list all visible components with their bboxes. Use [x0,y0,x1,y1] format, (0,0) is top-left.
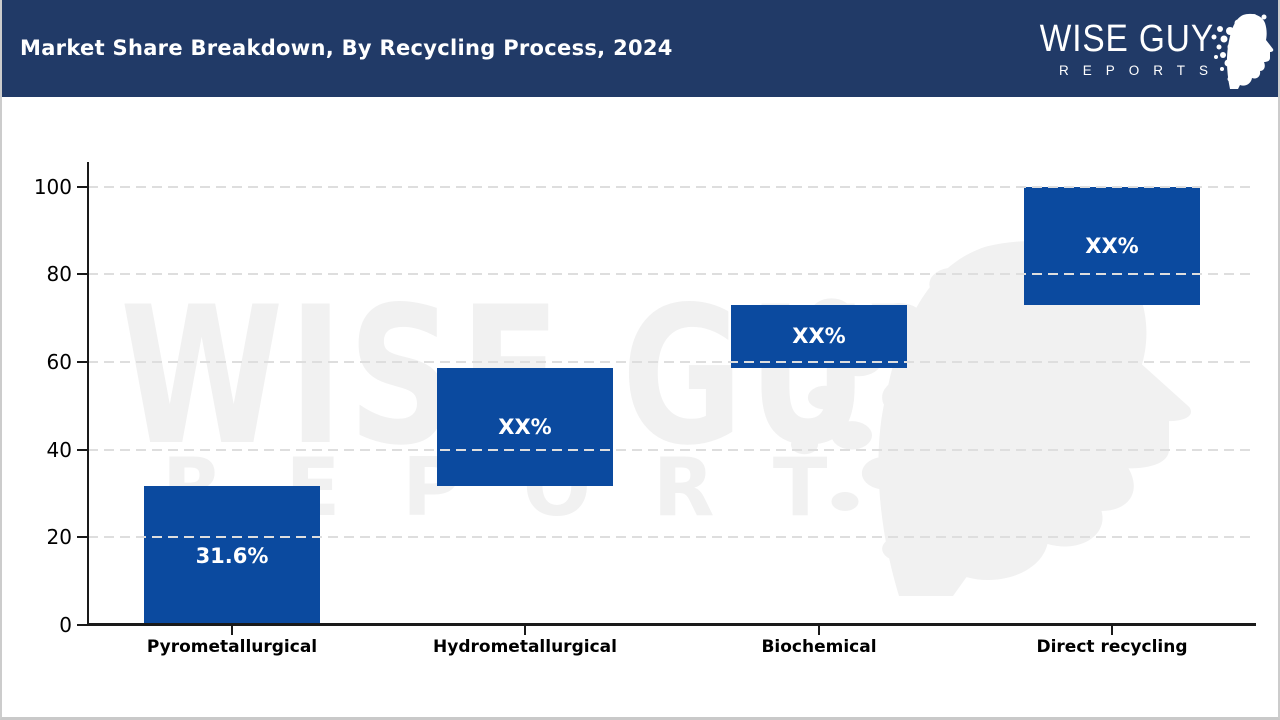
y-tick-60 [77,360,87,363]
y-tick-label-100: 100 [33,174,72,199]
x-category-label: Hydrometallurgical [433,637,617,657]
page-title: Market Share Breakdown, By Recycling Pro… [20,36,673,60]
bar-Direct recycling: XX% [1024,186,1200,305]
bar-Pyrometallurgical: 31.6% [144,486,320,625]
y-tick-label-80: 80 [46,262,72,287]
x-tick-Hydrometallurgical [524,626,526,635]
bar-value-label: XX% [792,324,846,349]
logo-dotted-face-icon [1210,9,1274,89]
y-tick-100 [77,185,87,188]
gridline-20 [88,536,1256,539]
logo-line2: REPORTS [1058,62,1222,78]
y-tick-20 [77,536,87,539]
x-tick-Biochemical [818,626,820,635]
wise-guy-reports-logo: WISE GUY REPORTS [1026,6,1276,92]
gridline-40 [88,448,1256,451]
x-tick-Pyrometallurgical [231,626,233,635]
gridline-60 [88,360,1256,363]
logo-line1: WISE GUY [1039,18,1214,60]
bar-Hydrometallurgical: XX% [437,368,613,487]
x-category-label: Pyrometallurgical [146,637,318,657]
y-tick-40 [77,448,87,451]
header-bar: Market Share Breakdown, By Recycling Pro… [2,0,1278,97]
bar-value-label: XX% [498,415,552,440]
bar-value-label: XX% [1085,233,1139,258]
bar-Biochemical: XX% [731,304,907,369]
y-tick-label-60: 60 [46,349,72,374]
y-tick-80 [77,273,87,276]
y-tick-0 [77,624,87,626]
x-tick-Direct recycling [1111,626,1113,635]
y-tick-label-20: 20 [46,525,72,550]
y-axis-line [87,162,89,626]
logo-wordmark: WISE GUY REPORTS [1016,18,1214,78]
gridline-80 [88,273,1256,276]
x-axis-line [87,623,1256,626]
bar-value-label: 31.6% [195,543,269,568]
gridline-100 [88,185,1256,188]
x-category-label: Direct recycling [1036,637,1188,657]
y-tick-label-40: 40 [46,437,72,462]
x-category-label: Biochemical [761,637,877,657]
y-tick-label-0: 0 [59,613,72,637]
